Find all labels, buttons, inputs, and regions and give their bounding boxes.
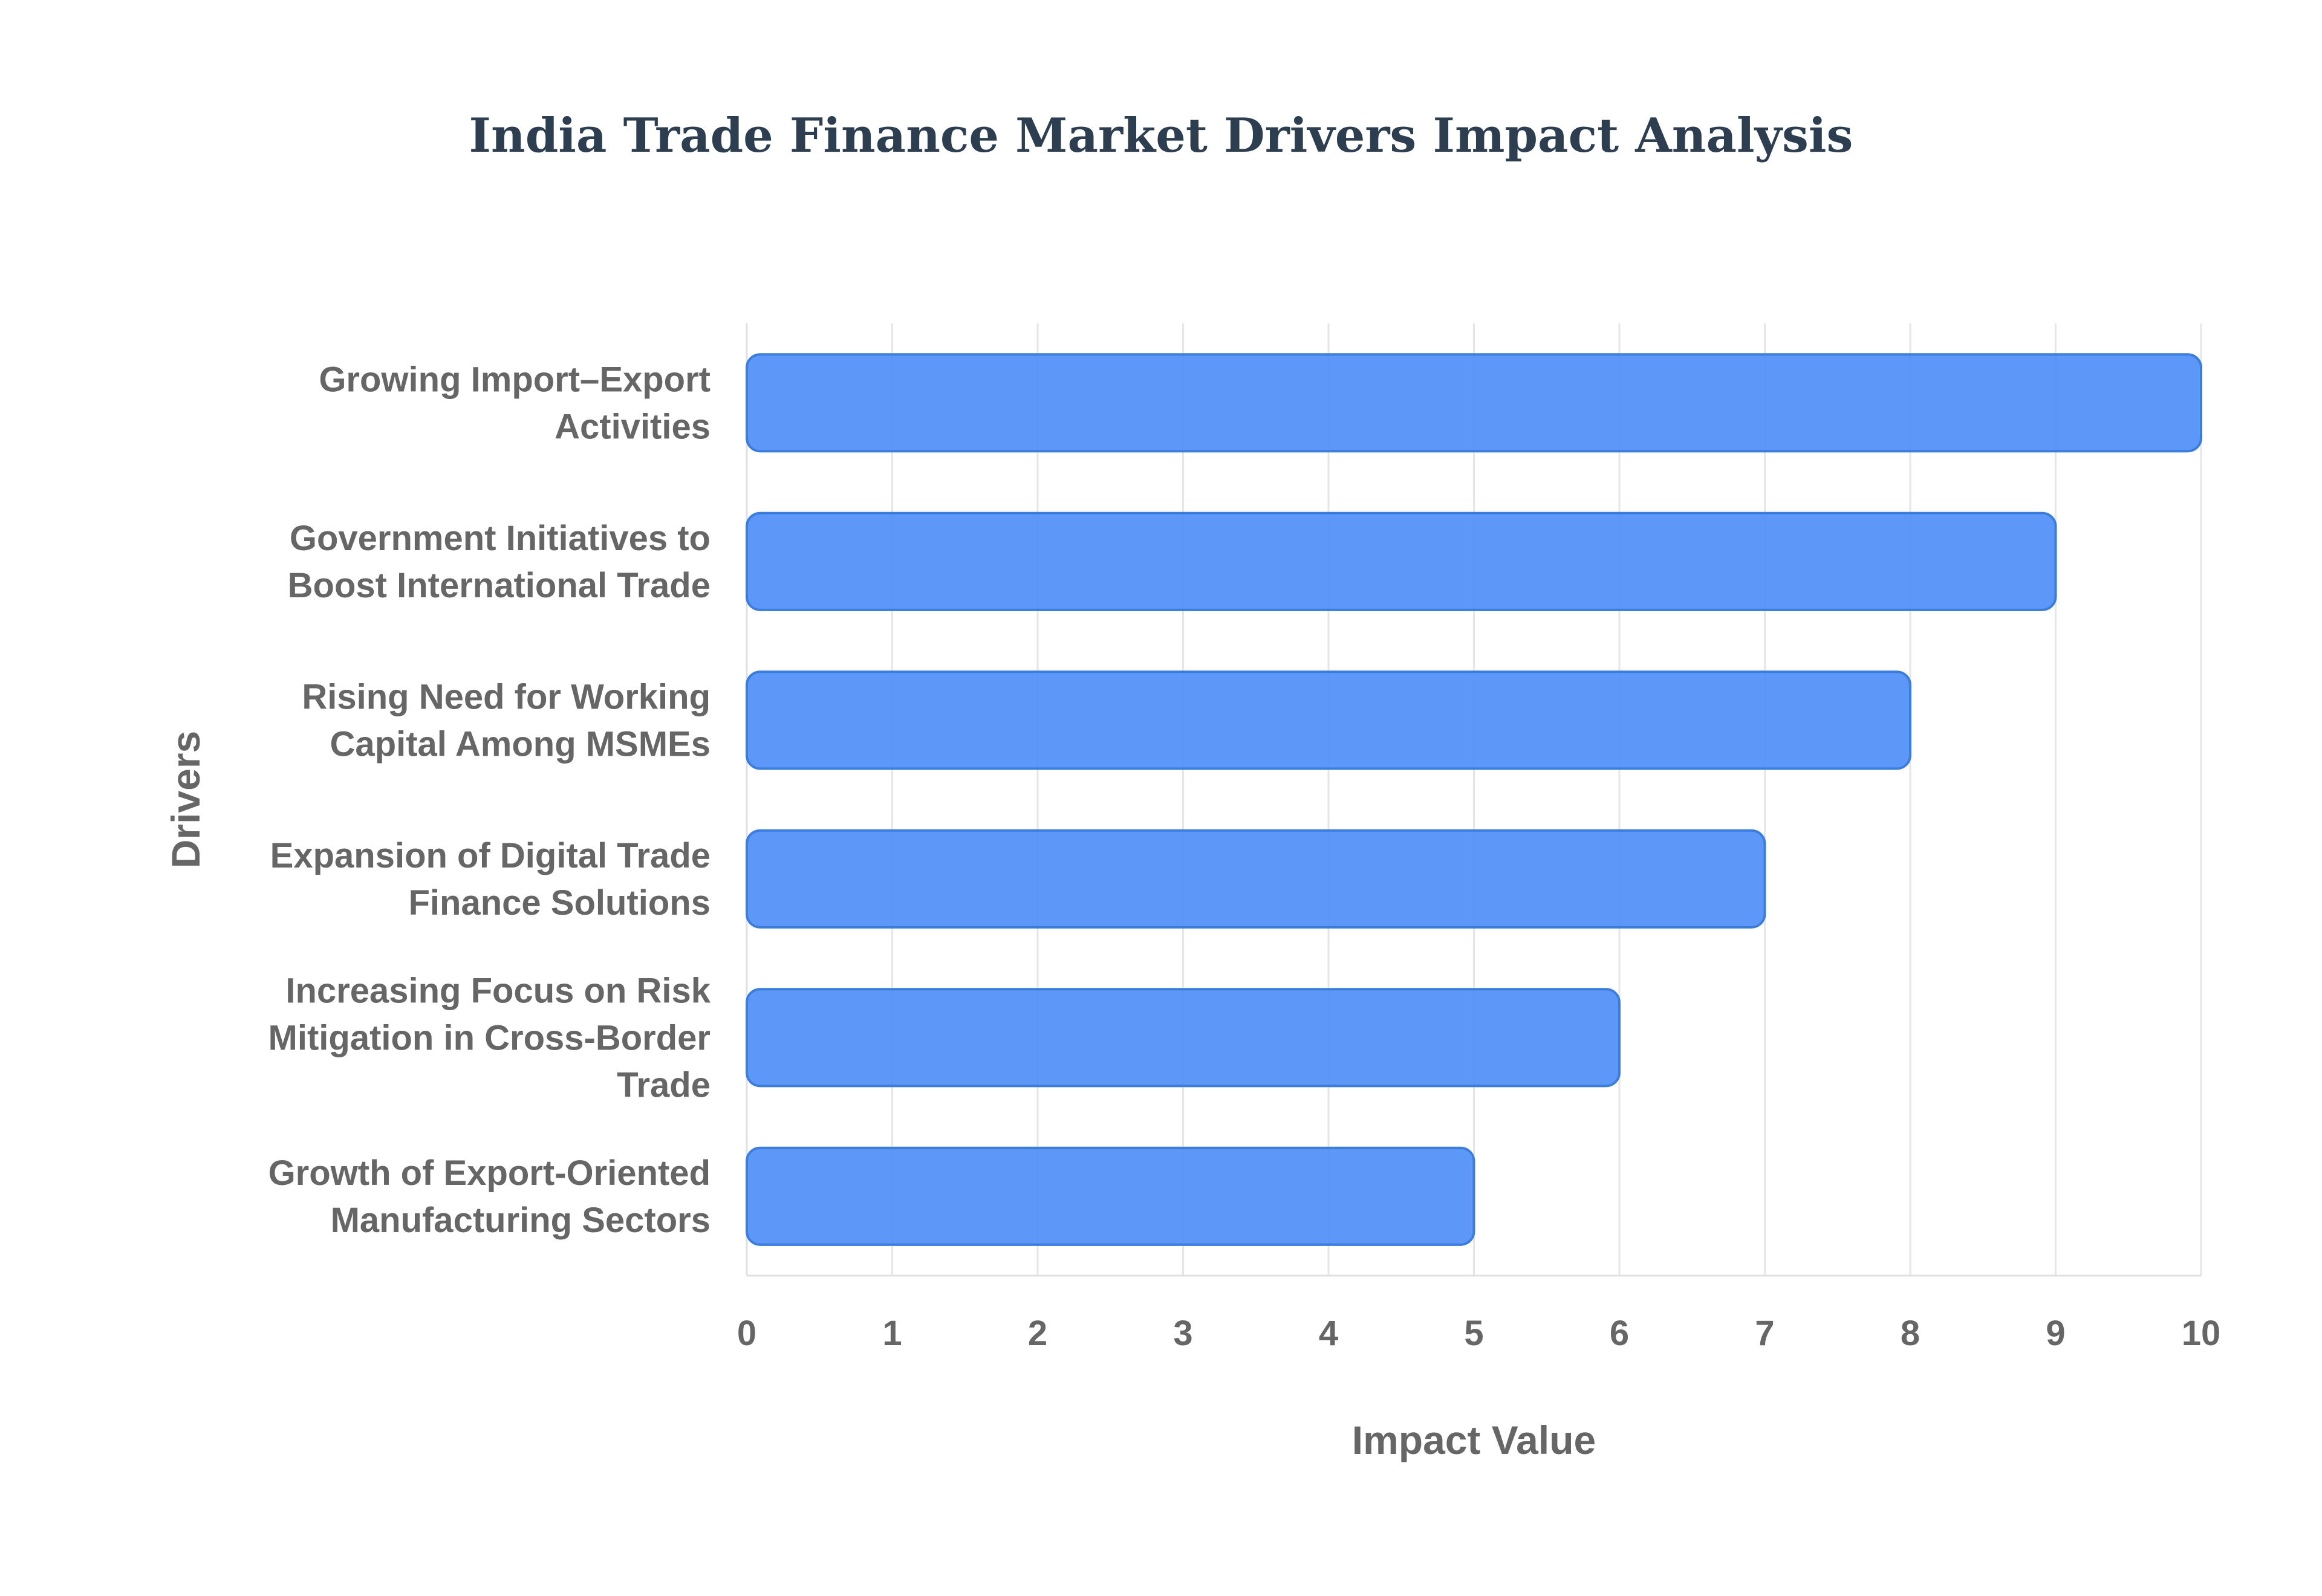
bar (746, 353, 2202, 453)
bar (746, 988, 1621, 1088)
x-tick-label: 10 (2182, 1314, 2221, 1353)
x-tick-label: 4 (1319, 1314, 1338, 1353)
category-labels: Growing Import–Export Activities Governmen… (268, 360, 711, 1240)
grid-lines (746, 323, 2202, 1277)
x-tick-label: 1 (882, 1314, 902, 1353)
bars (746, 353, 2202, 1246)
category-label: Government Initiatives to Boost Internati… (288, 519, 711, 605)
x-axis-title: Impact Value (1352, 1418, 1596, 1462)
x-tick-label: 5 (1464, 1314, 1483, 1353)
bar (746, 1146, 1475, 1246)
y-axis-title: Drivers (163, 731, 208, 869)
chart-title: India Trade Finance Market Drivers Impac… (469, 108, 1853, 163)
x-tick-labels: 0 1 2 3 4 5 6 7 8 9 10 (737, 1314, 2220, 1353)
category-label: Growing Import–Export Activities (319, 360, 711, 446)
x-tick-label: 9 (2046, 1314, 2065, 1353)
x-tick-label: 7 (1755, 1314, 1774, 1353)
bar (746, 511, 2057, 611)
category-label: Rising Need for Working Capital Among MSM… (302, 677, 711, 764)
category-label: Growth of Export-Oriented Manufacturing S… (268, 1153, 711, 1240)
x-tick-label: 0 (737, 1314, 756, 1353)
category-label: Expansion of Digital Trade Finance Soluti… (270, 836, 711, 923)
x-tick-label: 2 (1028, 1314, 1047, 1353)
x-tick-label: 3 (1173, 1314, 1192, 1353)
bar (746, 670, 1911, 770)
x-tick-label: 8 (1901, 1314, 1920, 1353)
bar (746, 829, 1766, 929)
x-tick-label: 6 (1610, 1314, 1629, 1353)
category-label: Increasing Focus on Risk Mitigation in Cr… (268, 971, 711, 1105)
